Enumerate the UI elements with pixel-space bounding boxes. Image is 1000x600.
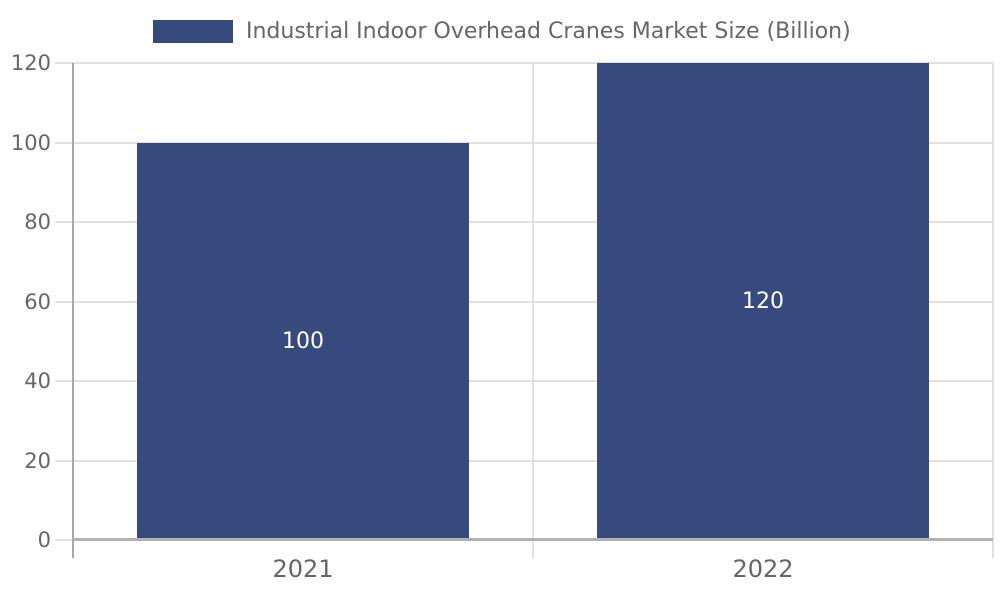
y-axis [72,63,74,558]
bar-value-label: 100 [281,328,324,354]
x-tick-label: 2021 [272,555,334,583]
y-tick [55,380,73,382]
y-tick-label: 80 [24,210,51,234]
y-tick [55,300,73,303]
legend-label: Industrial Indoor Overhead Cranes Market… [246,18,851,44]
y-tick [55,141,73,144]
plot-area: 0 20 40 60 80 100 120 100 2021 120 2022 [11,51,994,583]
bar: 120 [597,63,929,540]
y-tick-label: 0 [37,528,51,552]
y-tick [55,459,73,462]
y-tick-label: 20 [24,448,51,473]
y-tick [55,539,73,541]
legend-swatch [153,19,233,43]
y-tick-label: 120 [10,51,51,75]
y-tick [55,221,73,223]
x-axis [73,538,993,541]
x-tick-label: 2022 [732,555,794,583]
x-gridline [992,63,994,558]
y-tick-label: 60 [24,289,51,314]
y-tick-label: 100 [10,130,51,155]
y-tick-label: 40 [24,369,51,393]
chart-legend: Industrial Indoor Overhead Cranes Market… [153,17,851,45]
x-gridline [532,63,534,558]
bar-value-label: 120 [741,289,784,314]
bar: 100 [137,142,469,540]
y-tick [55,62,73,64]
